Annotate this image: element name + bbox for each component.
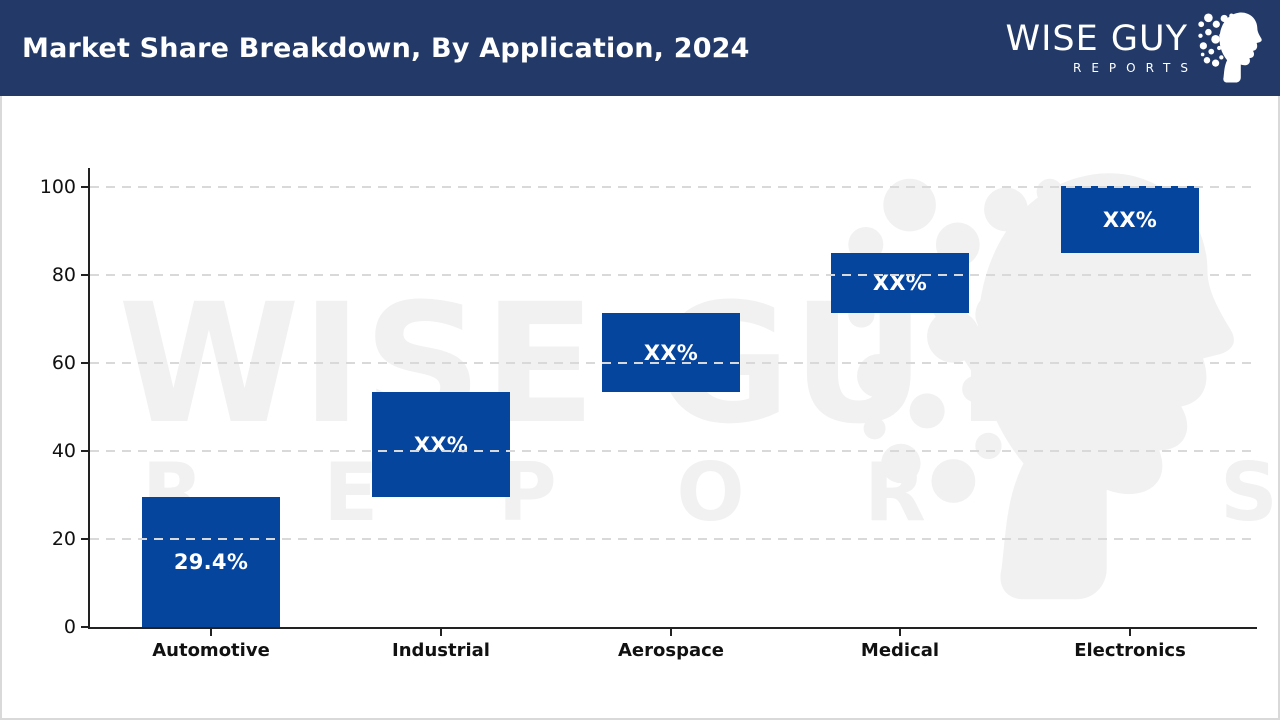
brand-logo: WISE GUY REPORTS bbox=[1005, 6, 1266, 90]
page-border-right bbox=[1278, 96, 1280, 720]
gridline-80 bbox=[90, 274, 1257, 276]
x-category-label-medical: Medical bbox=[860, 640, 940, 661]
x-category-label-industrial: Industrial bbox=[392, 640, 490, 661]
x-tick bbox=[899, 629, 901, 636]
gridline-60 bbox=[90, 362, 1257, 364]
bar-value-label: XX% bbox=[1102, 207, 1158, 232]
y-tick bbox=[81, 450, 88, 452]
x-category-label-electronics: Electronics bbox=[1074, 640, 1186, 661]
x-category-label-aerospace: Aerospace bbox=[617, 640, 724, 661]
y-tick bbox=[81, 538, 88, 540]
y-tick bbox=[81, 362, 88, 364]
y-tick-label: 100 bbox=[39, 176, 76, 198]
x-tick bbox=[210, 629, 212, 636]
brand-face-icon bbox=[1198, 12, 1262, 83]
bar-segment-automotive: 29.4% bbox=[142, 497, 280, 627]
header-bar: Market Share Breakdown, By Application, … bbox=[0, 0, 1280, 96]
bar-segment-medical: XX% bbox=[831, 253, 969, 313]
bar-value-label: XX% bbox=[643, 340, 699, 365]
watermark-face-icon bbox=[848, 173, 1234, 600]
bar-segment-electronics: XX% bbox=[1061, 186, 1199, 253]
y-axis-line bbox=[88, 168, 90, 628]
chart-title: Market Share Breakdown, By Application, … bbox=[22, 32, 750, 64]
y-tick-label: 40 bbox=[51, 440, 76, 462]
bar-segment-aerospace: XX% bbox=[602, 313, 740, 392]
gridline-40 bbox=[90, 450, 1257, 452]
x-tick bbox=[1129, 629, 1131, 636]
bar-value-label: XX% bbox=[413, 432, 469, 457]
page-border-bottom bbox=[0, 718, 1280, 720]
gridline-100 bbox=[90, 186, 1257, 188]
y-tick-label: 20 bbox=[51, 528, 76, 550]
y-tick bbox=[81, 186, 88, 188]
brand-name: WISE GUY bbox=[1005, 19, 1188, 59]
y-tick-label: 60 bbox=[51, 352, 76, 374]
x-tick bbox=[440, 629, 442, 636]
page-border-left bbox=[0, 96, 2, 720]
y-tick bbox=[81, 626, 88, 628]
bar-value-label: 29.4% bbox=[173, 550, 249, 574]
y-tick-label: 0 bbox=[63, 616, 76, 638]
brand-subtitle: REPORTS bbox=[1072, 61, 1198, 75]
y-tick bbox=[81, 274, 88, 276]
brand-logo-text: WISE GUY REPORTS bbox=[1005, 19, 1188, 75]
gridline-20 bbox=[90, 538, 1257, 540]
bar-segment-industrial: XX% bbox=[372, 392, 510, 497]
x-tick bbox=[670, 629, 672, 636]
x-category-label-automotive: Automotive bbox=[152, 640, 270, 661]
x-axis-line bbox=[88, 627, 1257, 629]
y-tick-label: 80 bbox=[51, 264, 76, 286]
